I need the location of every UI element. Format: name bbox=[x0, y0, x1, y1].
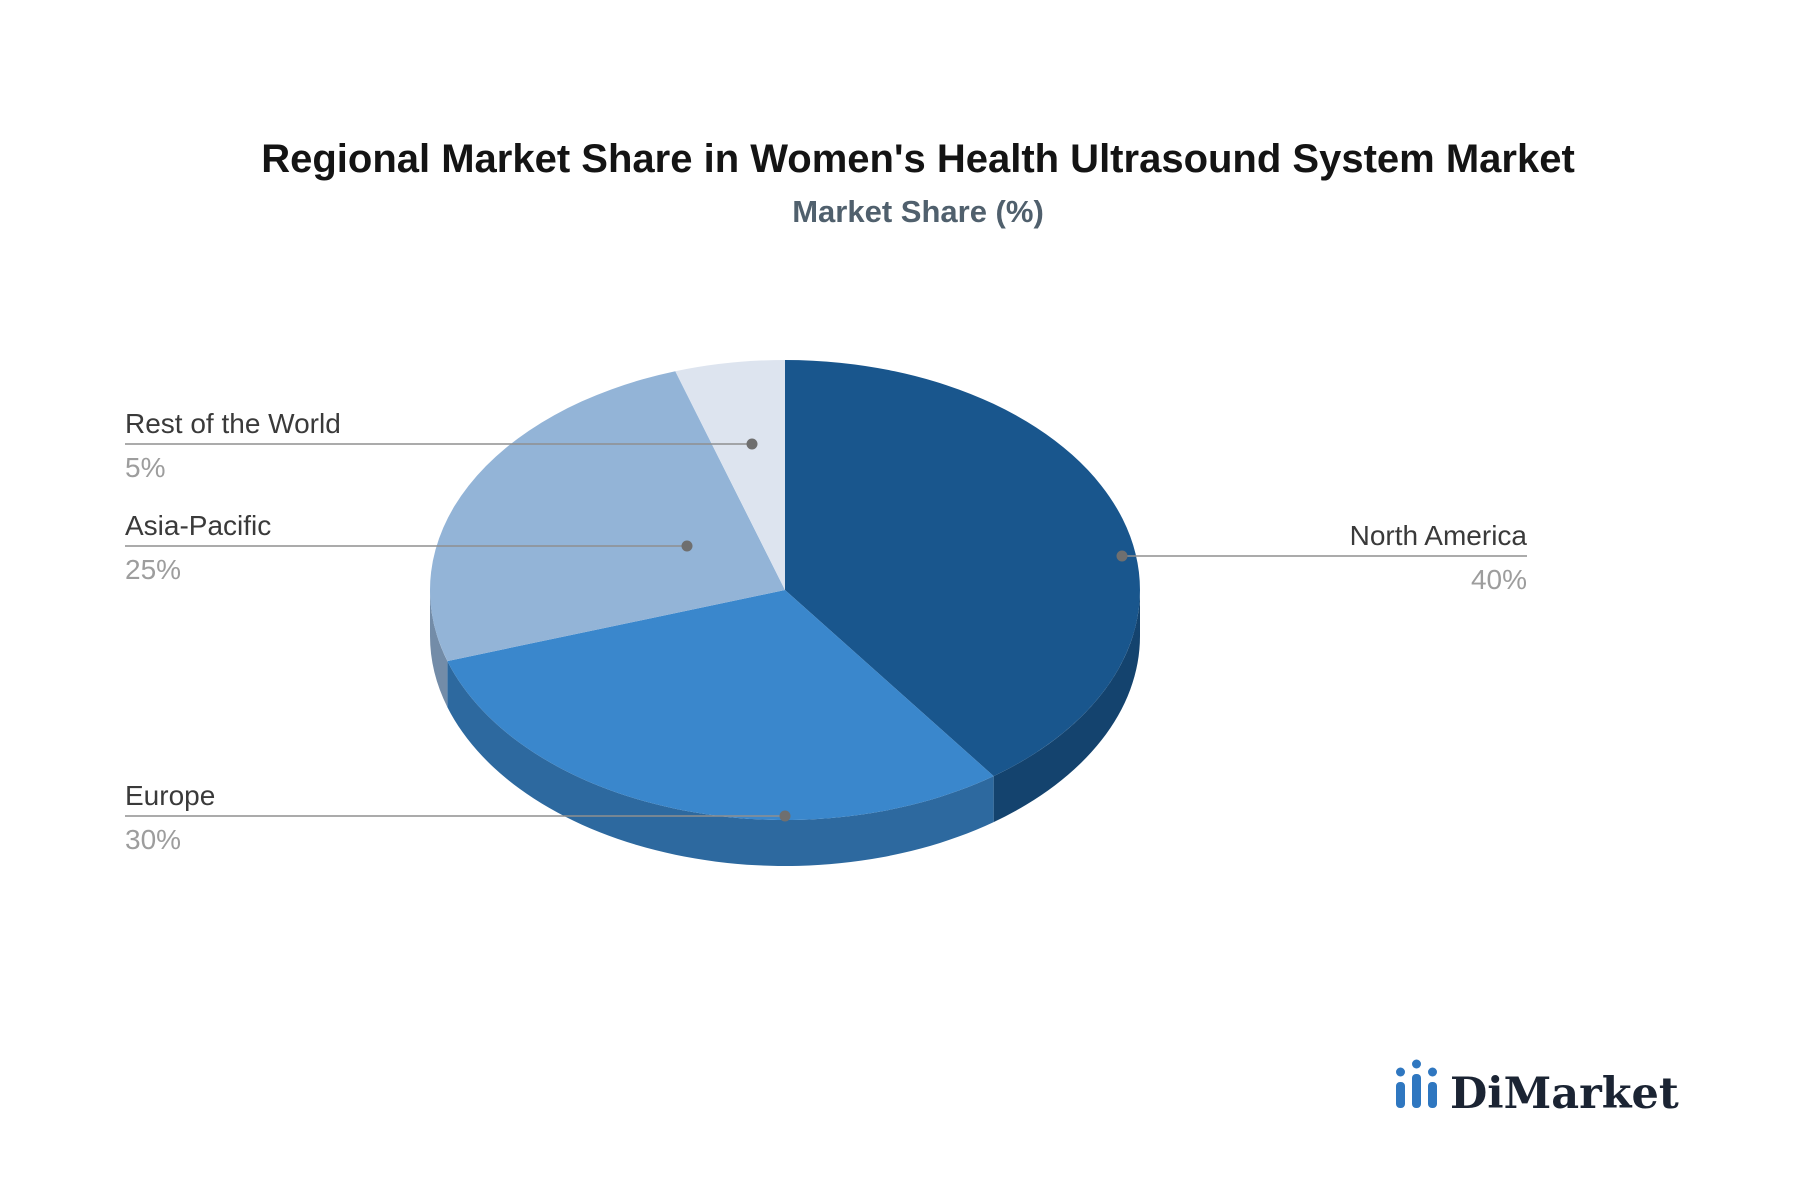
slice-label-north-america: North America bbox=[1350, 520, 1528, 551]
slice-value-north-america: 40% bbox=[1471, 564, 1527, 595]
slice-label-asia-pacific: Asia-Pacific bbox=[125, 510, 271, 541]
slice-value-asia-pacific: 25% bbox=[125, 554, 181, 585]
label-layer: North America 40% Europe 30% Asia-Pacific 25%… bbox=[125, 408, 1527, 855]
leader-dot-rest-of-the-world bbox=[746, 438, 758, 450]
pie-slice-europe-side bbox=[447, 661, 994, 866]
leader-dot-north-america bbox=[1116, 550, 1128, 562]
pie-layer bbox=[429, 360, 1140, 866]
pie-slice-asia-pacific-side bbox=[429, 590, 448, 708]
pie-slice-north-america[interactable] bbox=[785, 360, 1140, 777]
dimarket-logo-icon bbox=[1396, 1059, 1437, 1108]
pie-slice-europe[interactable] bbox=[447, 590, 994, 820]
slice-label-europe: Europe bbox=[125, 780, 215, 811]
leader-dot-asia-pacific bbox=[681, 540, 693, 552]
pie-slice-north-america-side bbox=[993, 590, 1140, 823]
dimarket-logo: DiMarket bbox=[1396, 1059, 1679, 1119]
slice-value-rest-of-the-world: 5% bbox=[125, 452, 165, 483]
leader-dot-europe bbox=[779, 810, 791, 822]
chart-title: Regional Market Share in Women's Health … bbox=[261, 137, 1575, 181]
slice-value-europe: 30% bbox=[125, 824, 181, 855]
pie-slice-rest-of-the-world[interactable] bbox=[675, 360, 785, 590]
slice-label-rest-of-the-world: Rest of the World bbox=[125, 408, 341, 439]
dimarket-logo-text: DiMarket bbox=[1450, 1069, 1679, 1119]
chart-subtitle: Market Share (%) bbox=[792, 194, 1044, 229]
